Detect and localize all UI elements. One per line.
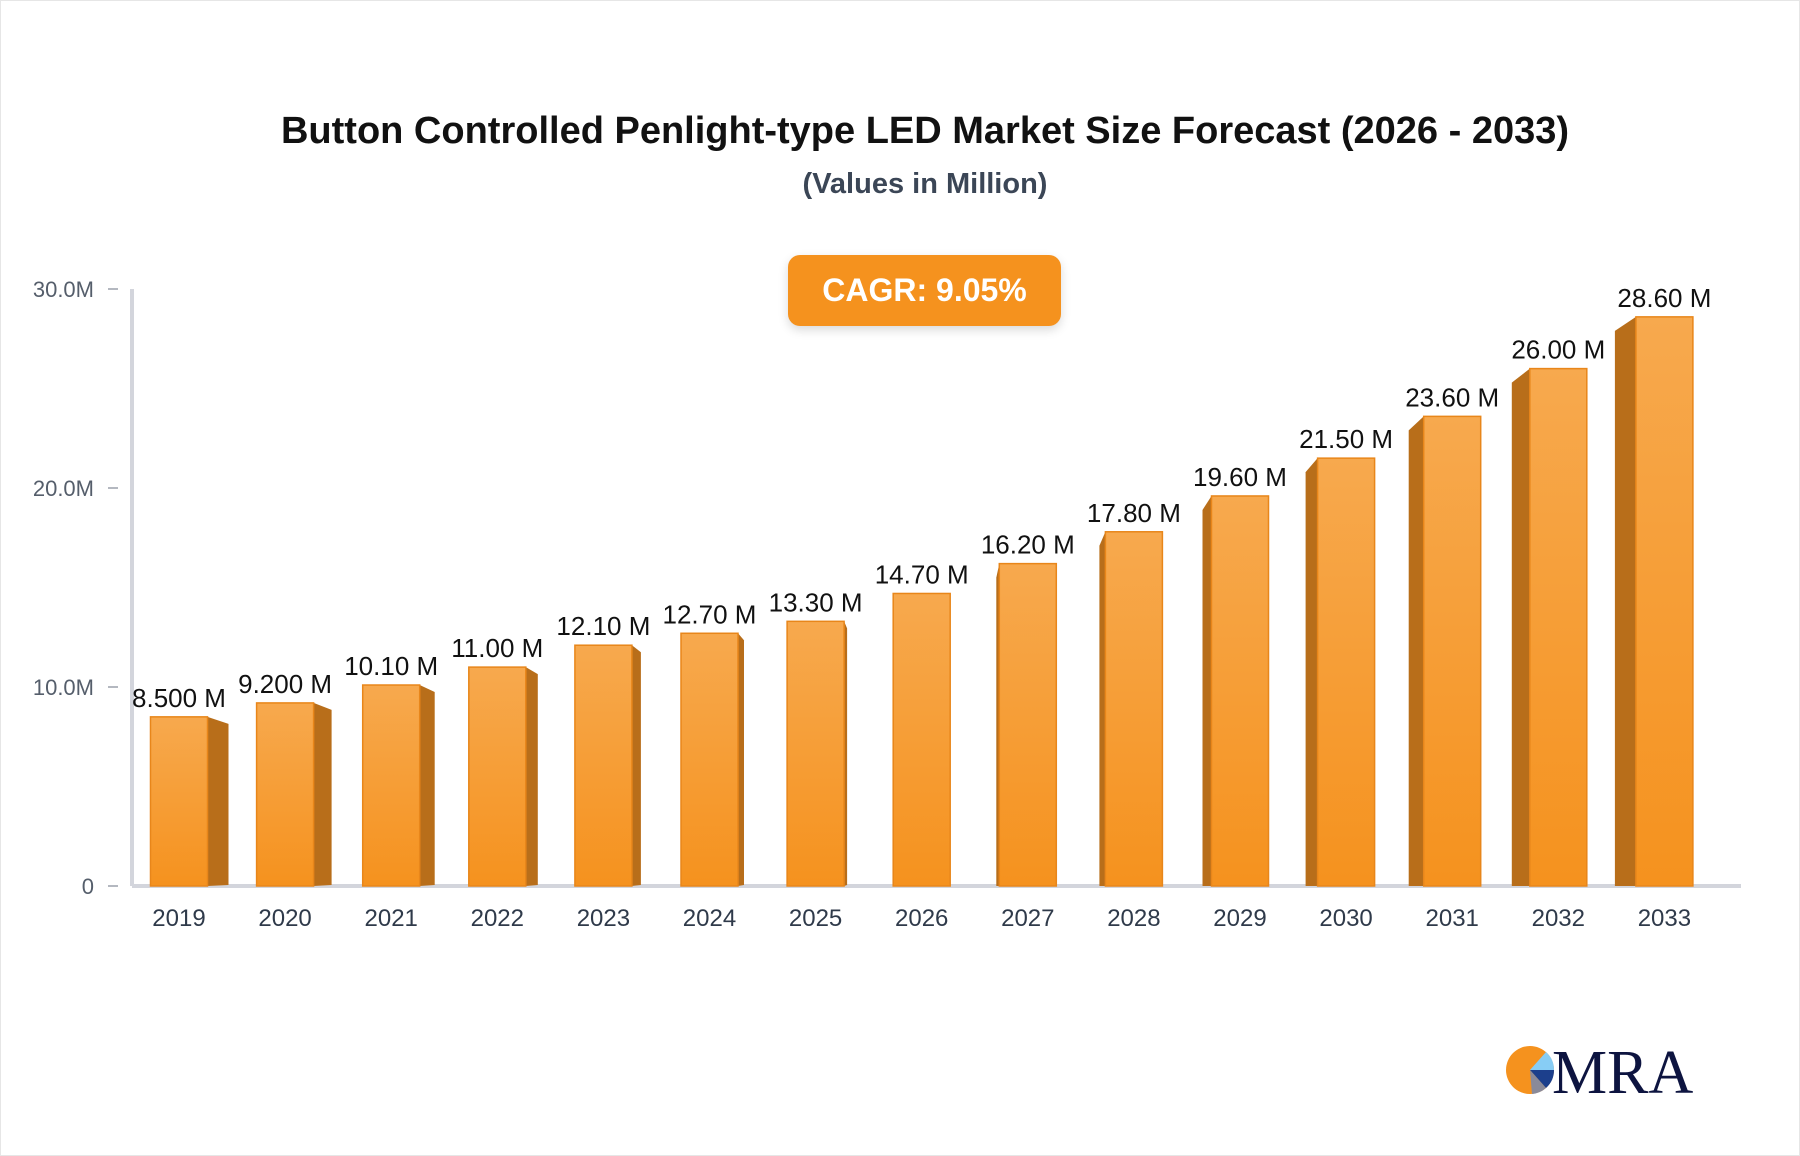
bar-front-face — [998, 562, 1058, 887]
bar-front-face — [574, 644, 633, 887]
data-label: 21.50 M — [1299, 424, 1393, 454]
bar-side-face — [1099, 531, 1106, 886]
bar-front-face — [255, 702, 315, 887]
bar-side-face — [631, 645, 641, 886]
bar-front-face — [1210, 495, 1270, 887]
x-tick-label: 2029 — [1213, 905, 1266, 932]
x-tick-label: 2026 — [895, 905, 948, 932]
x-tick-label: 2023 — [577, 905, 630, 932]
bar-side-face — [525, 667, 538, 886]
bar-2026: 14.70 M 2026 — [875, 559, 969, 932]
data-label: 10.10 M — [344, 651, 438, 681]
x-tick-label: 2024 — [683, 905, 736, 932]
logo-text: MRA — [1552, 1040, 1693, 1100]
x-tick-label: 2020 — [258, 905, 311, 932]
bar-2020: 9.200 M 2020 — [238, 669, 332, 932]
data-label: 14.70 M — [875, 559, 969, 589]
bar-2023: 12.10 M 2023 — [556, 611, 650, 932]
bar-2025: 13.30 M 2025 — [769, 587, 863, 932]
bar-side-face — [313, 702, 332, 886]
x-tick-label: 2028 — [1107, 905, 1160, 932]
bar-2029: 19.60 M 2029 — [1193, 462, 1287, 932]
data-label: 9.200 M — [238, 669, 332, 699]
data-label: 17.80 M — [1087, 498, 1181, 528]
bar-front-face — [892, 592, 951, 887]
data-label: 23.60 M — [1405, 382, 1499, 412]
x-tick-label: 2033 — [1638, 905, 1691, 932]
x-tick-label: 2027 — [1001, 905, 1054, 932]
data-label: 28.60 M — [1617, 283, 1711, 313]
data-label: 12.70 M — [663, 599, 757, 629]
bar-side-face — [738, 633, 744, 886]
bar-front-face — [468, 666, 527, 887]
bar-2031: 23.60 M 2031 — [1405, 382, 1499, 932]
bar-side-face — [1305, 458, 1318, 886]
bar-front-face — [1635, 316, 1694, 887]
bar-front-face — [786, 620, 845, 887]
data-label: 12.10 M — [556, 611, 650, 641]
x-tick-label: 2031 — [1426, 905, 1479, 932]
bar-2033: 28.60 M 2033 — [1614, 283, 1711, 932]
bar-front-face — [1529, 367, 1588, 887]
x-tick-label: 2021 — [365, 905, 418, 932]
bar-front-face — [1104, 531, 1164, 887]
y-tick-label: 0 — [82, 874, 94, 899]
y-tick-label: 30.0M — [33, 277, 94, 302]
x-tick-label: 2030 — [1319, 905, 1372, 932]
bar-2028: 17.80 M 2028 — [1087, 498, 1181, 932]
y-tick-label: 10.0M — [33, 675, 94, 700]
bar-2022: 11.00 M 2022 — [451, 633, 543, 932]
y-tick-label: 20.0M — [33, 476, 94, 501]
bar-front-face — [1316, 457, 1376, 887]
bar-side-face — [1511, 368, 1530, 887]
bar-front-face — [361, 684, 421, 887]
bar-2032: 26.00 M 2032 — [1511, 335, 1605, 932]
bar-side-face — [996, 563, 1000, 886]
x-tick-label: 2019 — [152, 905, 205, 932]
x-tick-label: 2022 — [471, 905, 524, 932]
bar-side-face — [1408, 416, 1424, 886]
chart-subtitle: (Values in Million) — [802, 168, 1048, 200]
data-label: 11.00 M — [451, 633, 543, 663]
x-tick-label: 2032 — [1532, 905, 1585, 932]
bar-side-face — [1614, 316, 1636, 886]
data-label: 8.500 M — [132, 683, 226, 713]
mra-logo: MRA — [1504, 1040, 1704, 1100]
bar-2019: 8.500 M 2019 — [132, 683, 229, 932]
bar-2021: 10.10 M 2021 — [344, 651, 438, 932]
chart-title: Button Controlled Penlight-type LED Mark… — [280, 110, 1570, 152]
bar-side-face — [1202, 495, 1212, 886]
bar-2024: 12.70 M 2024 — [663, 599, 757, 932]
data-label: 26.00 M — [1511, 335, 1605, 365]
logo-pie-icon: MRA — [1506, 1040, 1693, 1100]
bar-side-face — [419, 685, 435, 886]
data-label: 13.30 M — [769, 587, 863, 617]
bar-front-face — [680, 632, 739, 887]
x-tick-label: 2025 — [789, 905, 842, 932]
cagr-badge: CAGR: 9.05% — [788, 255, 1061, 326]
data-label: 16.20 M — [981, 530, 1075, 560]
bar-front-face — [1422, 415, 1482, 887]
bar-front-face — [149, 716, 209, 887]
data-label: 19.60 M — [1193, 462, 1287, 492]
bar-side-face — [207, 716, 229, 886]
bar-2027: 16.20 M 2027 — [981, 530, 1075, 932]
bar-2030: 21.50 M 2030 — [1299, 424, 1393, 932]
